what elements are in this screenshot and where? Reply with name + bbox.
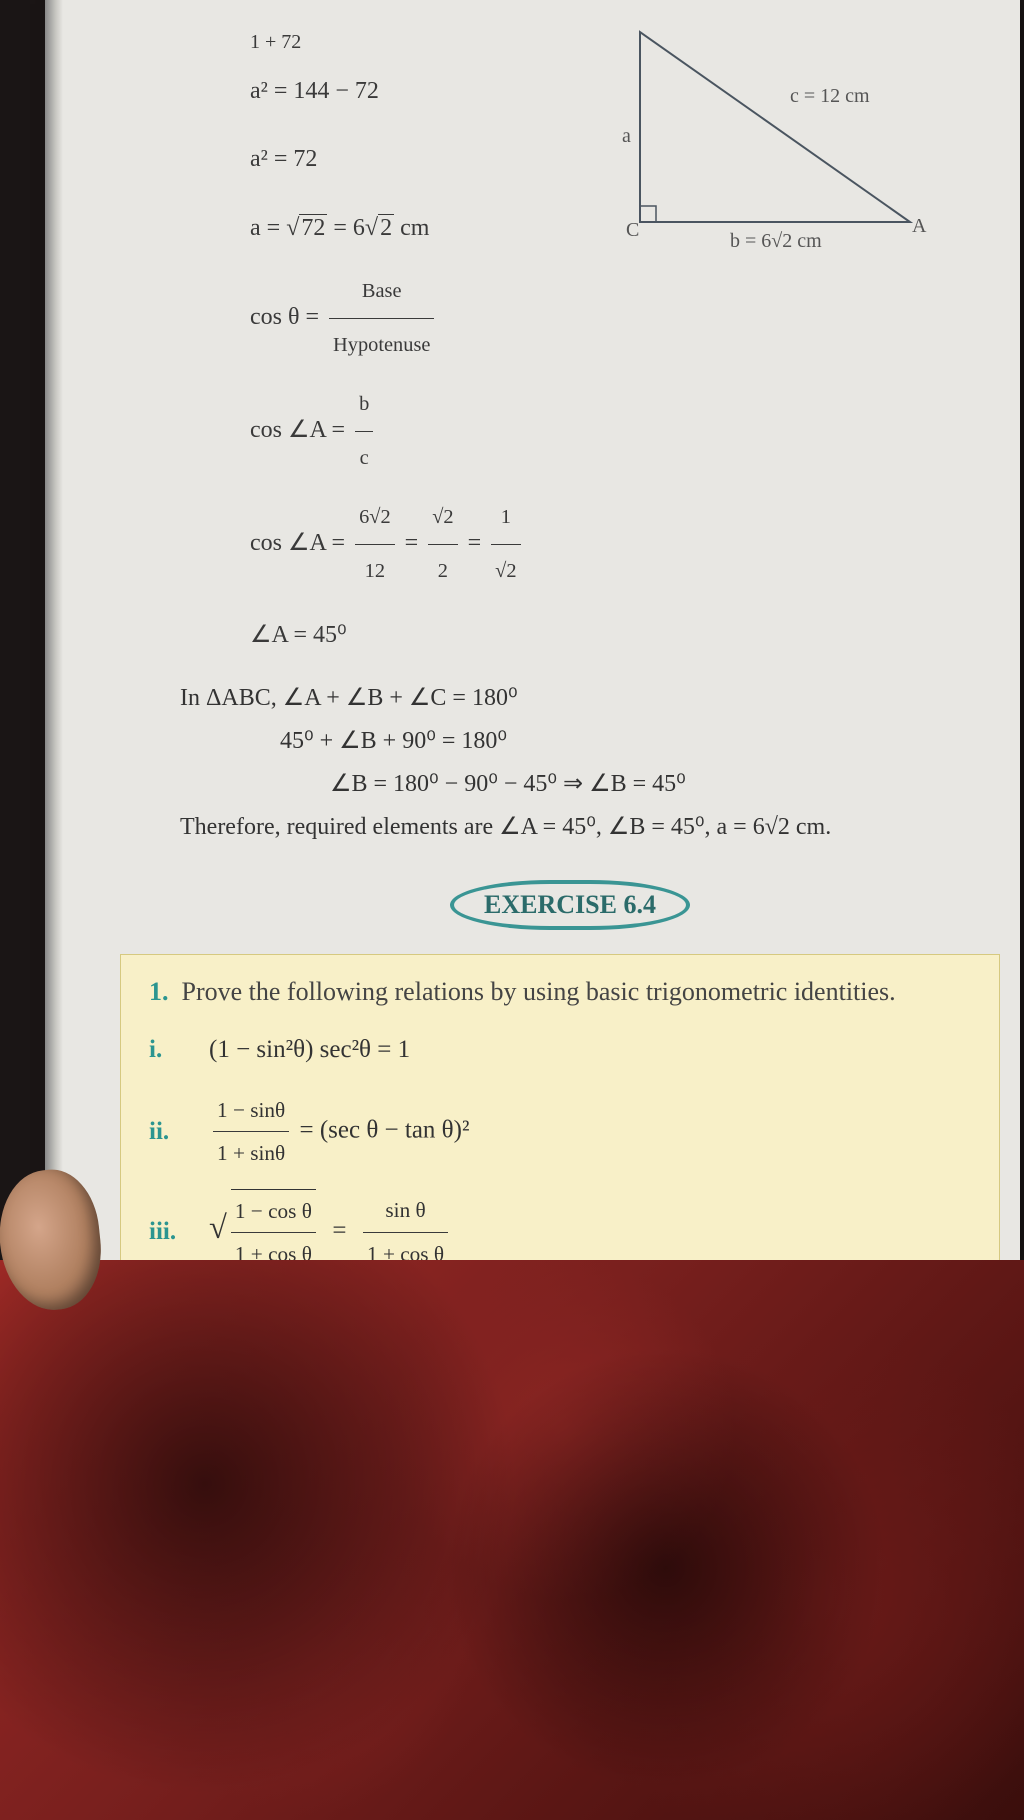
right-angle-marker — [640, 206, 656, 222]
body-line-3: ∠B = 180⁰ − 90⁰ − 45⁰ ⇒ ∠B = 45⁰ — [330, 763, 960, 806]
math-line-angleA: ∠A = 45⁰ — [250, 604, 960, 666]
math-line-cos-theta: cos θ = BaseHypotenuse — [250, 265, 960, 372]
label-side-b: b = 6√2 cm — [730, 230, 822, 252]
vertex-A: A — [912, 215, 927, 237]
body-line-2: 45⁰ + ∠B + 90⁰ = 180⁰ — [280, 720, 960, 763]
label-side-c: c = 12 cm — [790, 85, 870, 107]
exercise-badge: EXERCISE 6.4 — [450, 880, 690, 930]
exercise-item-i: i. (1 − sin²θ) sec²θ = 1 — [149, 1025, 971, 1075]
floral-cloth-background — [0, 1260, 1024, 1820]
body-line-4: Therefore, required elements are ∠A = 45… — [180, 806, 960, 849]
textbook-page: 1 + 72 a² = 144 − 72 a² = 72 a = 72 = 62… — [60, 0, 1020, 1260]
math-derivation-block: 1 + 72 a² = 144 − 72 a² = 72 a = 72 = 62… — [180, 16, 960, 667]
page-binding-edge — [45, 0, 63, 1260]
body-text-block: In ΔABC, ∠A + ∠B + ∠C = 180⁰ 45⁰ + ∠B + … — [180, 677, 960, 850]
triangle-diagram: a c = 12 cm b = 6√2 cm C A — [620, 22, 930, 262]
label-side-a: a — [622, 125, 631, 147]
math-line-cosA-values: cos ∠A = 6√212 = √22 = 1√2 — [250, 491, 960, 598]
exercise-item-ii: ii. 1 − sinθ1 + sinθ = (sec θ − tan θ)² — [149, 1089, 971, 1175]
triangle-svg: a c = 12 cm b = 6√2 cm C A — [620, 22, 930, 262]
exercise-title: 1. Prove the following relations by usin… — [149, 977, 971, 1007]
body-line-1: In ΔABC, ∠A + ∠B + ∠C = 180⁰ — [180, 677, 960, 720]
vertex-C: C — [626, 219, 639, 241]
math-line-cosA-bc: cos ∠A = bc — [250, 378, 960, 485]
triangle-shape — [640, 32, 910, 222]
